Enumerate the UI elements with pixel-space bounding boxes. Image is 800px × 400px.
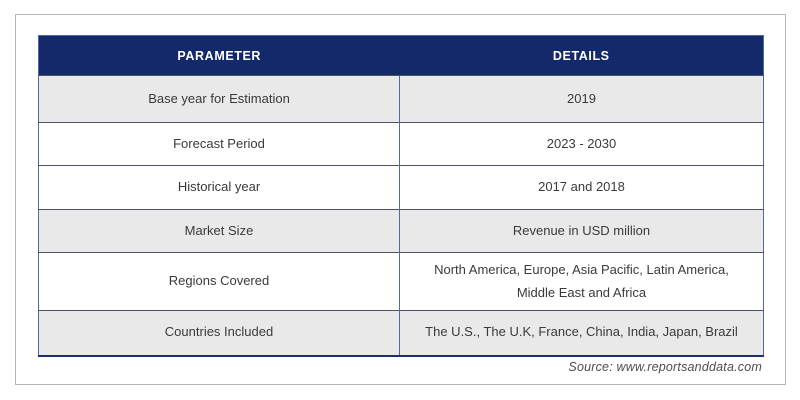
details-cell: The U.S., The U.K, France, China, India,… (399, 310, 764, 356)
table-body: Base year for Estimation 2019 Forecast Per… (38, 75, 764, 356)
details-cell: Revenue in USD million (399, 209, 764, 253)
table-row: Market Size Revenue in USD million (38, 209, 764, 253)
header-row: PARAMETER DETAILS (38, 35, 764, 76)
parameter-cell: Historical year (38, 165, 400, 210)
table-row: Historical year 2017 and 2018 (38, 165, 764, 210)
table-row: Base year for Estimation 2019 (38, 75, 764, 123)
details-cell: 2019 (399, 75, 764, 123)
parameter-cell: Regions Covered (38, 252, 400, 311)
source-attribution: Source: www.reportsanddata.com (568, 360, 762, 374)
header-cell-parameter: PARAMETER (38, 35, 400, 76)
table-row: Regions Covered North America, Europe, As… (38, 252, 764, 311)
table-row: Countries Included The U.S., The U.K, Fra… (38, 310, 764, 356)
parameter-cell: Countries Included (38, 310, 400, 356)
report-scope-table: PARAMETER DETAILS Base year for Estimati… (38, 35, 764, 357)
header-cell-details: DETAILS (399, 35, 764, 76)
table-row: Forecast Period 2023 - 2030 (38, 122, 764, 166)
table-header: PARAMETER DETAILS (38, 35, 764, 76)
details-cell: North America, Europe, Asia Pacific, Lat… (399, 252, 764, 311)
parameter-cell: Forecast Period (38, 122, 400, 166)
parameter-cell: Market Size (38, 209, 400, 253)
parameter-cell: Base year for Estimation (38, 75, 400, 123)
details-cell: 2017 and 2018 (399, 165, 764, 210)
details-cell: 2023 - 2030 (399, 122, 764, 166)
